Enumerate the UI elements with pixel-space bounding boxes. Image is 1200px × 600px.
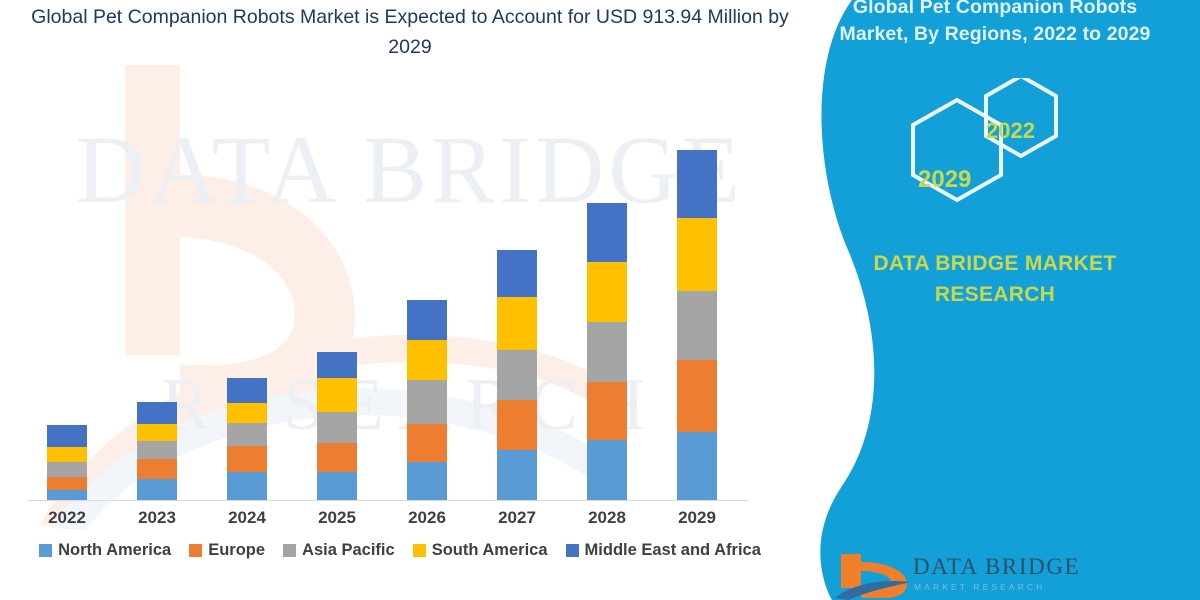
page-title: Global Pet Companion Robots Market is Ex… (31, 6, 789, 58)
hexagon-2022-label: 2022 (986, 118, 1035, 143)
legend-item-asia-pacific[interactable]: Asia Pacific (283, 541, 395, 560)
bar-segment-asia-pacific-2023[interactable] (137, 441, 177, 459)
legend-label: Asia Pacific (302, 541, 395, 559)
x-axis-label-2023: 2023 (138, 508, 176, 527)
stacked-bar-chart: 2022 2023 2024 2025 2026 2027 2028 2029 (28, 150, 748, 527)
x-axis-label-2027: 2027 (498, 508, 536, 527)
brand-panel-title-line2: Market, By Regions, 2022 to 2029 (839, 23, 1151, 45)
bar-segment-asia-pacific-2024[interactable] (227, 423, 267, 446)
legend-item-north-america[interactable]: North America (39, 541, 171, 560)
footer-logo: DATA BRIDGE MARKET RESEARCH (835, 552, 1165, 600)
legend-swatch-icon (412, 544, 426, 557)
bar-segment-south-america-2027[interactable] (497, 297, 537, 350)
blue-panel-shape (820, 0, 1200, 600)
x-axis-label-2025: 2025 (318, 508, 356, 527)
chart-legend: North America Europe Asia Pacific South Ame… (0, 541, 800, 560)
bar-segment-europe-2022[interactable] (47, 477, 87, 490)
brand-panel-title-line1: Global Pet Companion Robots (852, 0, 1138, 18)
bar-segment-north-america-2026[interactable] (407, 462, 447, 500)
bar-segment-middle-east-and-africa-2029[interactable] (677, 150, 717, 218)
bar-segment-middle-east-and-africa-2026[interactable] (407, 300, 447, 340)
brand-panel-title: Global Pet Companion Robots Market, By R… (808, 0, 1182, 48)
x-axis-label-2029: 2029 (678, 508, 716, 527)
bar-segment-asia-pacific-2022[interactable] (47, 462, 87, 477)
brand-name-line1: DATA BRIDGE MARKET (873, 252, 1117, 275)
bar-segment-middle-east-and-africa-2028[interactable] (587, 203, 627, 262)
legend-swatch-icon (39, 544, 53, 557)
legend-label: Europe (208, 541, 266, 559)
bar-segment-europe-2027[interactable] (497, 400, 537, 450)
bar-2029[interactable] (677, 150, 717, 500)
bar-segment-middle-east-and-africa-2022[interactable] (47, 425, 87, 447)
legend-swatch-icon (283, 544, 297, 557)
brand-name-line2: RESEARCH (934, 283, 1056, 306)
bar-segment-south-america-2029[interactable] (677, 218, 717, 291)
bar-2023[interactable] (137, 402, 177, 500)
footer-logo-subtext: MARKET RESEARCH (914, 582, 1046, 592)
bar-segment-north-america-2022[interactable] (47, 490, 87, 500)
bar-2025[interactable] (317, 352, 357, 500)
bar-segment-asia-pacific-2029[interactable] (677, 291, 717, 360)
brand-name: DATA BRIDGE MARKET RESEARCH (810, 248, 1180, 310)
legend-swatch-icon (189, 544, 203, 557)
x-axis-label-2024: 2024 (228, 508, 266, 527)
bar-segment-asia-pacific-2027[interactable] (497, 350, 537, 400)
bar-segment-middle-east-and-africa-2025[interactable] (317, 352, 357, 378)
hexagon-2029-label: 2029 (918, 166, 972, 193)
bar-2026[interactable] (407, 300, 447, 500)
x-axis-line (28, 500, 748, 501)
bar-2022[interactable] (47, 425, 87, 500)
x-axis-label-2028: 2028 (588, 508, 626, 527)
bar-segment-south-america-2022[interactable] (47, 447, 87, 462)
legend-label: South America (431, 541, 548, 559)
chart-panel: DATA BRIDGE RESEARCH Global Pet Companio… (0, 6, 800, 560)
footer-logo-text: DATA BRIDGE (913, 554, 1081, 579)
bar-segment-europe-2024[interactable] (227, 446, 267, 472)
legend-label: North America (58, 541, 172, 559)
legend-swatch-icon (565, 544, 579, 557)
bar-segment-north-america-2027[interactable] (497, 450, 537, 500)
bar-2024[interactable] (227, 378, 267, 500)
bar-segment-north-america-2025[interactable] (317, 472, 357, 500)
bar-segment-south-america-2023[interactable] (137, 424, 177, 441)
bar-segment-south-america-2028[interactable] (587, 262, 627, 322)
bar-segment-middle-east-and-africa-2024[interactable] (227, 378, 267, 403)
x-axis-label-2022: 2022 (48, 508, 86, 527)
bar-2027[interactable] (497, 250, 537, 500)
bar-2028[interactable] (587, 203, 627, 500)
legend-item-south-america[interactable]: South America (412, 541, 548, 560)
bar-segment-asia-pacific-2026[interactable] (407, 380, 447, 424)
bar-segment-asia-pacific-2025[interactable] (317, 412, 357, 443)
brand-panel: Global Pet Companion Robots Market, By R… (790, 0, 1200, 600)
bar-segment-europe-2028[interactable] (587, 382, 627, 440)
bar-segment-europe-2026[interactable] (407, 424, 447, 462)
bar-segment-north-america-2029[interactable] (677, 432, 717, 500)
hexagon-outlines-icon (911, 73, 1058, 203)
legend-item-europe[interactable]: Europe (189, 541, 265, 560)
legend-label: Middle East and Africa (584, 541, 761, 559)
bar-segment-asia-pacific-2028[interactable] (587, 322, 627, 382)
bar-segment-north-america-2023[interactable] (137, 479, 177, 500)
bar-segment-north-america-2028[interactable] (587, 440, 627, 500)
hexagon-group: 2029 2022 (790, 73, 1200, 238)
bar-segment-europe-2025[interactable] (317, 443, 357, 472)
bar-segment-south-america-2024[interactable] (227, 403, 267, 423)
data-bridge-logo-icon (835, 554, 911, 600)
bar-segment-middle-east-and-africa-2023[interactable] (137, 402, 177, 424)
bar-segment-south-america-2025[interactable] (317, 378, 357, 412)
x-axis-label-2026: 2026 (408, 508, 446, 527)
bar-segment-europe-2023[interactable] (137, 459, 177, 479)
bar-segment-north-america-2024[interactable] (227, 472, 267, 500)
legend-item-middle-east-and-africa[interactable]: Middle East and Africa (565, 541, 761, 560)
bar-segment-middle-east-and-africa-2027[interactable] (497, 250, 537, 297)
bar-segment-europe-2029[interactable] (677, 360, 717, 432)
bar-segment-south-america-2026[interactable] (407, 340, 447, 380)
